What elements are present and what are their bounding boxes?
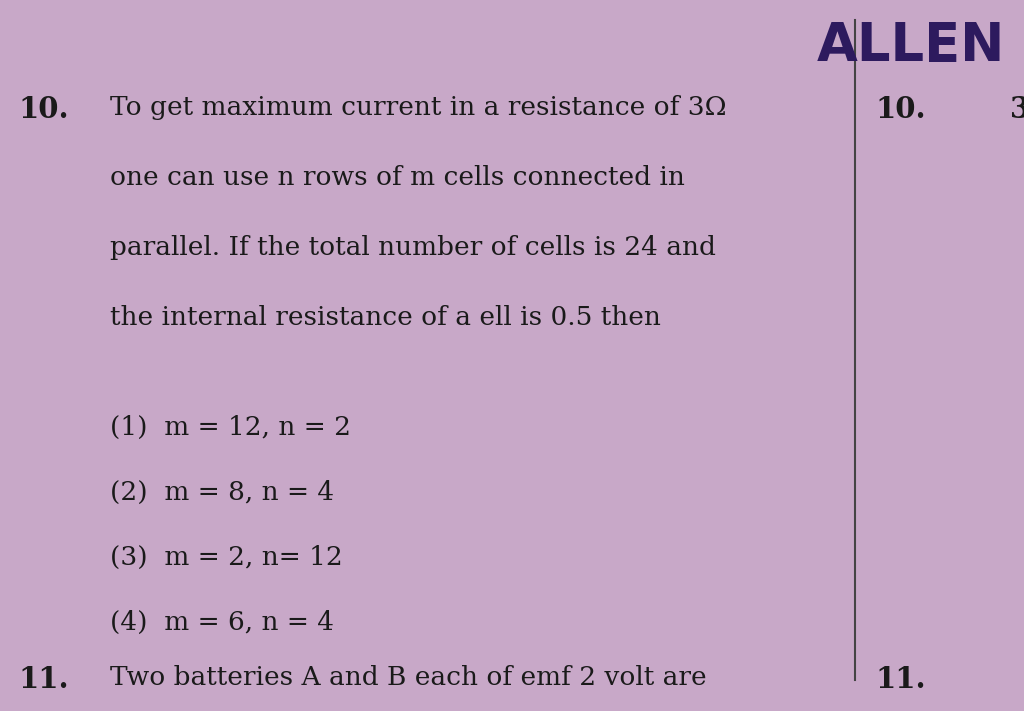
- Text: 11.: 11.: [18, 665, 69, 694]
- Text: 10.: 10.: [18, 95, 69, 124]
- Text: (2)  m = 8, n = 4: (2) m = 8, n = 4: [110, 480, 334, 505]
- Text: the internal resistance of a ell is 0.5 then: the internal resistance of a ell is 0.5 …: [110, 305, 660, 330]
- Text: Two batteries A and B each of emf 2 volt are: Two batteries A and B each of emf 2 volt…: [110, 665, 707, 690]
- Text: one can use n rows of m cells connected in: one can use n rows of m cells connected …: [110, 165, 685, 190]
- Text: To get maximum current in a resistance of 3Ω: To get maximum current in a resistance o…: [110, 95, 727, 120]
- Text: (3)  m = 2, n= 12: (3) m = 2, n= 12: [110, 545, 343, 570]
- Text: (4)  m = 6, n = 4: (4) m = 6, n = 4: [110, 610, 334, 635]
- Text: 3: 3: [1010, 95, 1024, 124]
- Text: parallel. If the total number of cells is 24 and: parallel. If the total number of cells i…: [110, 235, 716, 260]
- Text: 11.: 11.: [874, 665, 926, 694]
- Text: ALLEN: ALLEN: [816, 20, 1005, 72]
- Text: (1)  m = 12, n = 2: (1) m = 12, n = 2: [110, 415, 351, 440]
- Text: 10.: 10.: [874, 95, 926, 124]
